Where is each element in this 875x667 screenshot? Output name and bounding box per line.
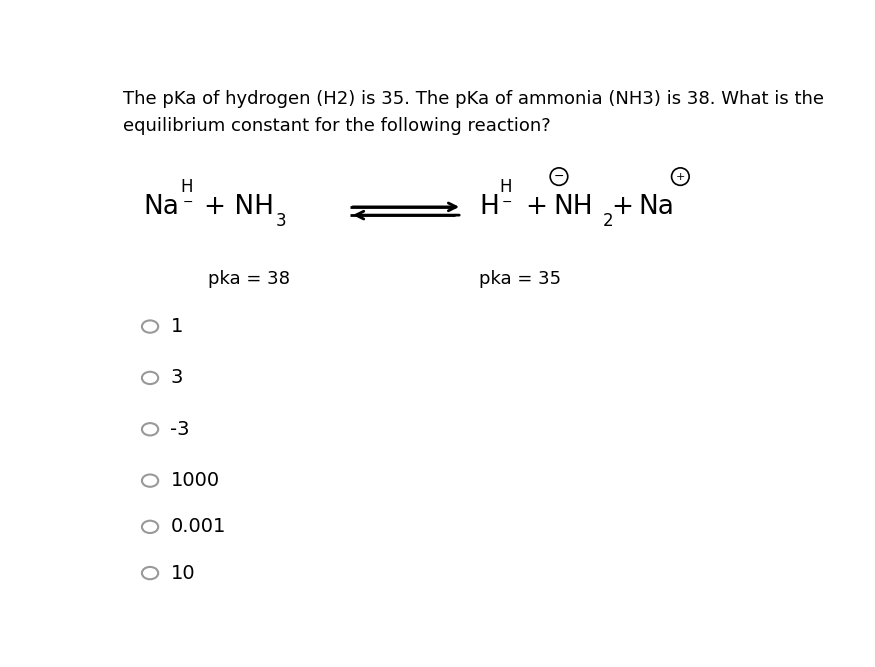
Text: −: − [501,196,512,209]
Text: 2: 2 [602,212,613,230]
Text: H: H [180,178,193,196]
Text: NH: NH [554,193,593,219]
Text: +: + [525,193,547,219]
Text: pka = 38: pka = 38 [207,270,290,288]
Text: Na: Na [639,193,675,219]
Text: 10: 10 [171,564,195,582]
Text: The pKa of hydrogen (H2) is 35. The pKa of ammonia (NH3) is 38. What is the
equi: The pKa of hydrogen (H2) is 35. The pKa … [123,90,824,135]
Text: +: + [676,171,685,181]
Text: + NH: + NH [205,193,275,219]
Text: -3: -3 [171,420,190,439]
Text: pka = 35: pka = 35 [479,270,561,288]
Text: 0.001: 0.001 [171,518,226,536]
Text: −: − [554,170,564,183]
Text: 3: 3 [276,212,286,230]
Text: 1: 1 [171,317,183,336]
Text: +: + [611,193,634,219]
Text: −: − [183,196,193,209]
Text: 3: 3 [171,368,183,388]
Text: Na: Na [144,193,179,219]
Text: 1000: 1000 [171,471,220,490]
Text: H: H [500,178,512,196]
Text: H: H [479,193,499,219]
